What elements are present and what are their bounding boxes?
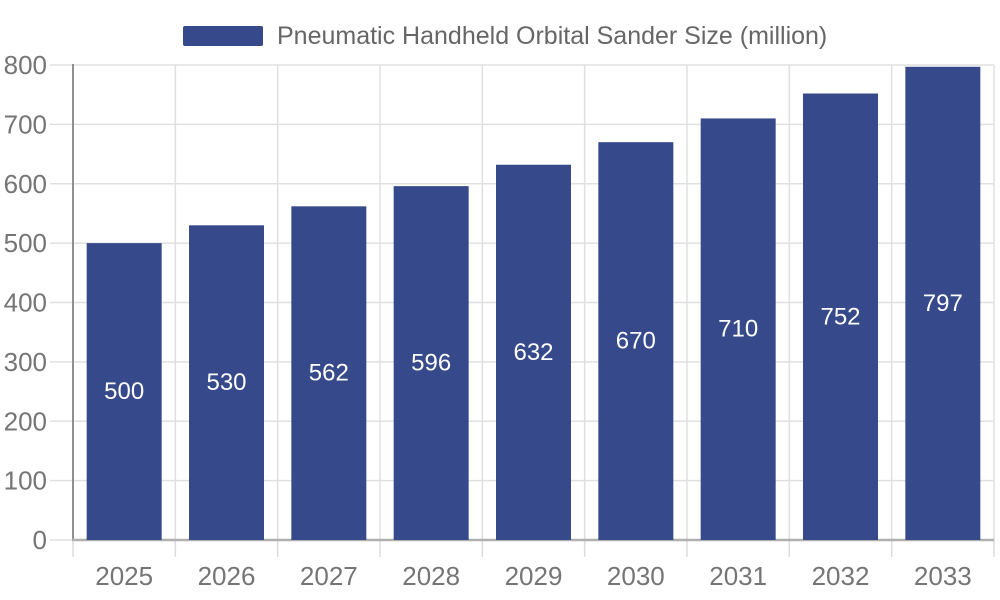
bar bbox=[905, 66, 981, 540]
x-tick-label: 2027 bbox=[300, 561, 358, 591]
y-tick-label: 700 bbox=[4, 109, 47, 139]
y-tick-label: 600 bbox=[4, 169, 47, 199]
bar bbox=[496, 164, 571, 540]
legend-swatch bbox=[183, 26, 263, 46]
x-tick-label: 2033 bbox=[914, 561, 972, 591]
x-tick-label: 2026 bbox=[198, 561, 256, 591]
x-tick-label: 2029 bbox=[505, 561, 563, 591]
y-tick-label: 800 bbox=[4, 50, 47, 80]
x-tick-label: 2032 bbox=[812, 561, 870, 591]
bar bbox=[803, 93, 878, 540]
bar bbox=[598, 142, 674, 540]
x-tick-label: 2030 bbox=[607, 561, 665, 591]
bar-value-label: 562 bbox=[309, 360, 349, 387]
bar-value-label: 632 bbox=[513, 339, 553, 366]
x-tick-label: 2031 bbox=[709, 561, 767, 591]
bar-value-label: 596 bbox=[411, 350, 451, 377]
legend-item[interactable]: Pneumatic Handheld Orbital Sander Size (… bbox=[183, 22, 827, 50]
bar bbox=[291, 206, 367, 540]
bar bbox=[86, 243, 162, 540]
x-tick-label: 2028 bbox=[402, 561, 460, 591]
bar-value-label: 530 bbox=[206, 369, 246, 396]
y-tick-label: 100 bbox=[4, 466, 47, 496]
bar-value-label: 752 bbox=[820, 303, 860, 330]
y-tick-label: 0 bbox=[33, 525, 47, 555]
bar bbox=[189, 225, 264, 540]
y-tick-label: 200 bbox=[4, 406, 47, 436]
bar-value-label: 500 bbox=[104, 378, 144, 405]
x-tick-label: 2025 bbox=[95, 561, 153, 591]
y-tick-label: 300 bbox=[4, 347, 47, 377]
y-tick-label: 400 bbox=[4, 288, 47, 318]
y-tick-label: 500 bbox=[4, 228, 47, 258]
bar bbox=[393, 186, 469, 540]
bar-value-label: 797 bbox=[923, 290, 963, 317]
bar-value-label: 670 bbox=[616, 328, 656, 355]
bar bbox=[700, 118, 776, 540]
bar-value-label: 710 bbox=[718, 316, 758, 343]
legend-label: Pneumatic Handheld Orbital Sander Size (… bbox=[277, 22, 828, 50]
